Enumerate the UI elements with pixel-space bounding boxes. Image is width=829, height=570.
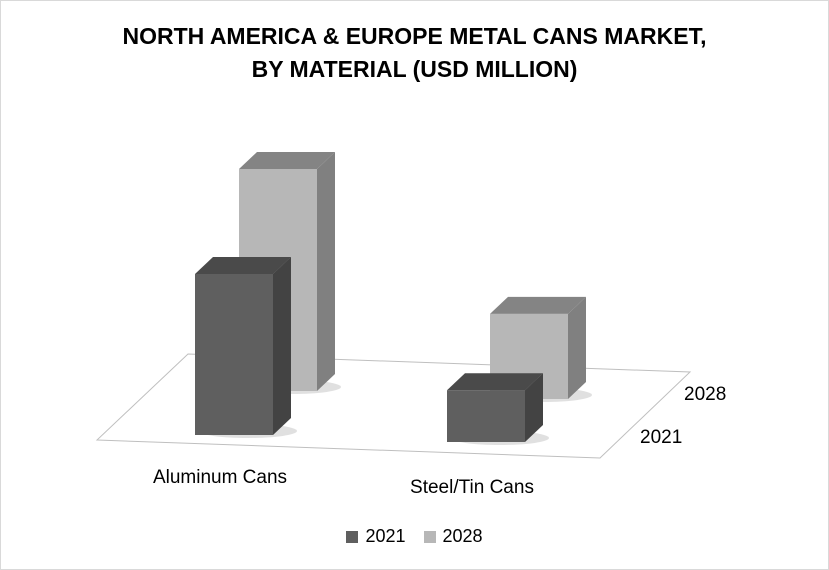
category-label-steel-tin-cans: Steel/Tin Cans [410,477,534,498]
bar-2021-steel-tin-cans [447,373,543,442]
bar-top-face [447,373,543,391]
bar-front-face [195,274,273,435]
bar-top-face [195,257,291,275]
bar-side-face [568,296,586,399]
chart-title-line-2: BY MATERIAL (USD MILLION) [251,56,578,82]
legend-swatch-2021 [346,530,359,543]
legend-swatch-2028 [423,530,436,543]
legend-item-2028: 2028 [423,526,483,547]
bar-top-face [490,296,586,314]
bar-side-face [525,373,543,442]
depth-label-2028: 2028 [684,384,726,405]
bar-side-face [273,257,291,435]
bar-front-face [447,390,525,442]
chart-floor [95,353,692,459]
category-label-aluminum-cans: Aluminum Cans [153,467,287,488]
bar-2021-aluminum-cans [195,257,291,435]
bar-top-face [239,152,335,169]
depth-label-2021: 2021 [640,427,682,448]
legend-item-2021: 2021 [346,526,406,547]
legend-label-2021: 2021 [365,526,406,546]
legend-label-2028: 2028 [442,526,483,546]
chart-legend: 2021 2028 [0,526,829,547]
chart-title-line-1: NORTH AMERICA & EUROPE METAL CANS MARKET… [122,23,707,49]
chart-title: NORTH AMERICA & EUROPE METAL CANS MARKET… [0,20,829,86]
bar-side-face [317,152,335,391]
